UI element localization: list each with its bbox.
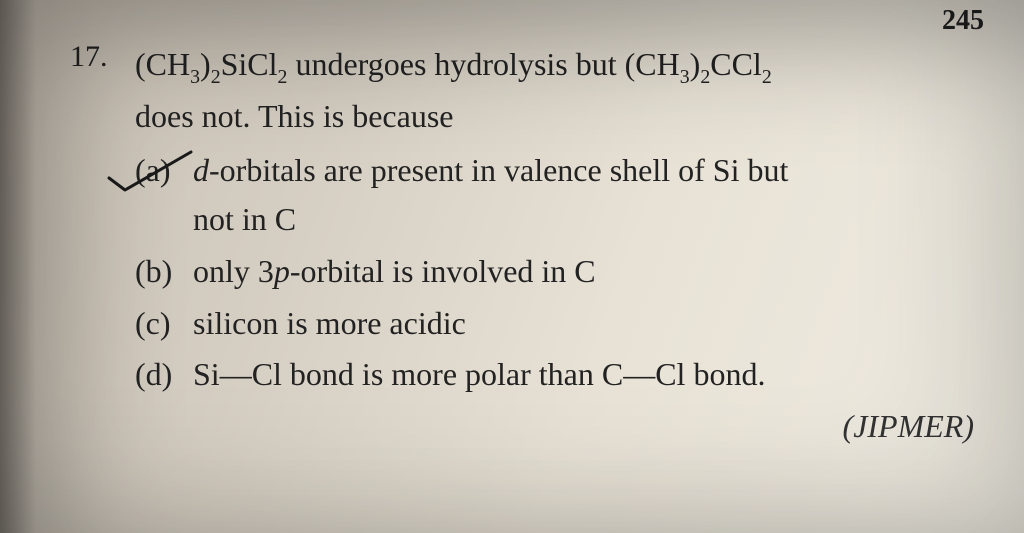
option-c-text: silicon is more acidic — [193, 299, 1004, 349]
option-b-label: (b) — [135, 247, 193, 297]
question-stem: (CH3)2SiCl2 undergoes hydrolysis but (CH… — [135, 40, 1004, 142]
option-d-label: (d) — [135, 350, 193, 400]
option-c: (c) silicon is more acidic — [135, 299, 1004, 349]
option-a-text: d-orbitals are present in valence shell … — [193, 146, 1004, 245]
option-b: (b) only 3p-orbital is involved in C — [135, 247, 1004, 297]
option-c-label: (c) — [135, 299, 193, 349]
stem-line2: does not. This is because — [135, 98, 453, 134]
source-tag: (JIPMER) — [70, 408, 974, 445]
option-b-text: only 3p-orbital is involved in C — [193, 247, 1004, 297]
page-number: 245 — [942, 5, 984, 37]
option-a: (a) d-orbitals are present in valence sh… — [135, 146, 1004, 245]
stem-text: (CH3)2SiCl2 undergoes hydrolysis but (CH… — [135, 46, 772, 82]
question-block: 17. (CH3)2SiCl2 undergoes hydrolysis but… — [70, 40, 1004, 445]
page-shadow-left — [0, 0, 36, 533]
option-d: (d) Si—Cl bond is more polar than C—Cl b… — [135, 350, 1004, 400]
question-number: 17. — [70, 40, 108, 74]
option-a-label: (a) — [135, 146, 193, 196]
option-d-text: Si—Cl bond is more polar than C—Cl bond. — [193, 350, 1004, 400]
options-list: (a) d-orbitals are present in valence sh… — [135, 146, 1004, 400]
